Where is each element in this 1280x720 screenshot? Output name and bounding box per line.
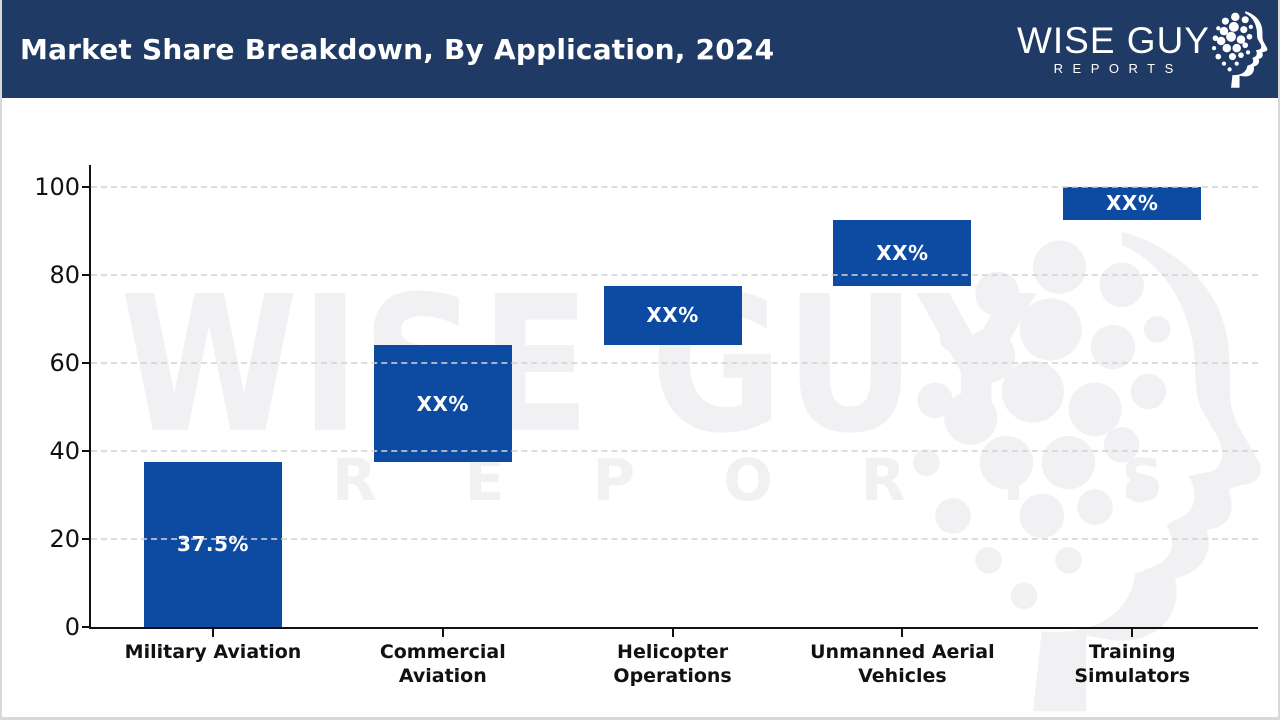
x-tick-label-line: Simulators [1074,665,1191,687]
bar-segment-training-simulators: XX% [1063,186,1202,220]
x-tick-label-line: Unmanned Aerial [810,641,995,663]
bar-segment-unmanned-aerial-vehicles: XX% [833,219,972,286]
x-tick-mark [671,629,674,637]
y-tick-label: 80 [49,260,80,289]
x-tick-label-military-aviation: Military Aviation [88,640,338,664]
y-tick-mark [82,626,90,628]
bar-value-label: XX% [1105,191,1159,216]
gridline [91,273,1258,276]
bar-value-label: 37.5% [177,532,249,557]
x-tick-mark [1131,629,1134,637]
x-tick-label-line: Military Aviation [124,641,302,663]
x-tick-mark [212,629,214,637]
page-title: Market Share Breakdown, By Application, … [20,32,775,66]
logo-sub-text: REPORTS [1053,60,1183,76]
y-tick-mark [82,449,90,452]
x-axis-spine [89,627,1258,629]
x-tick-mark [901,629,904,637]
bar-segment-commercial-aviation: XX% [373,345,512,462]
y-axis-spine [89,165,91,629]
bar-value-label: XX% [646,303,699,328]
y-tick-label: 0 [64,613,80,641]
y-tick-label: 20 [49,524,80,553]
x-tick-label-line: Vehicles [858,665,947,687]
logo-name-text: WISE GUY [1016,19,1210,61]
x-tick-mark [441,629,444,637]
bar-segment-helicopter-operations: XX% [603,285,742,346]
logo-head-icon [1211,10,1268,88]
gridline [91,449,1258,452]
gridline [91,361,1258,364]
y-tick-label: 100 [34,172,80,201]
bar-value-label: XX% [416,391,469,416]
y-tick-mark [82,273,90,276]
x-tick-label-training-simulators: Training Simulators [1007,640,1257,688]
header: Market Share Breakdown, By Application, … [2,0,1278,98]
x-tick-label-line: Aviation [398,665,487,687]
x-tick-label-unmanned-aerial-vehicles: Unmanned Aerial Vehicles [777,640,1027,688]
x-tick-label-line: Commercial [379,641,506,663]
x-tick-label-line: Training [1088,641,1176,663]
watermark-wordmark: WISE GUY [120,256,1037,475]
y-tick-mark [82,185,90,188]
y-tick-label: 60 [49,348,80,377]
x-tick-label-commercial-aviation: Commercial Aviation [318,640,568,688]
gridline [91,537,1258,540]
y-tick-label: 40 [49,436,80,465]
y-tick-mark [82,361,90,364]
x-tick-label-helicopter-operations: Helicopter Operations [548,640,798,688]
x-tick-label-line: Helicopter [617,641,729,663]
gridline [91,185,1258,188]
bar-value-label: XX% [876,240,929,265]
logo-wordmark: WISE GUY REPORTS [1016,19,1210,76]
y-tick-mark [82,537,90,540]
bar-segment-military-aviation: 37.5% [144,461,282,627]
wise-guy-reports-logo: WISE GUY REPORTS [1017,7,1268,92]
x-tick-label-line: Operations [613,665,732,687]
